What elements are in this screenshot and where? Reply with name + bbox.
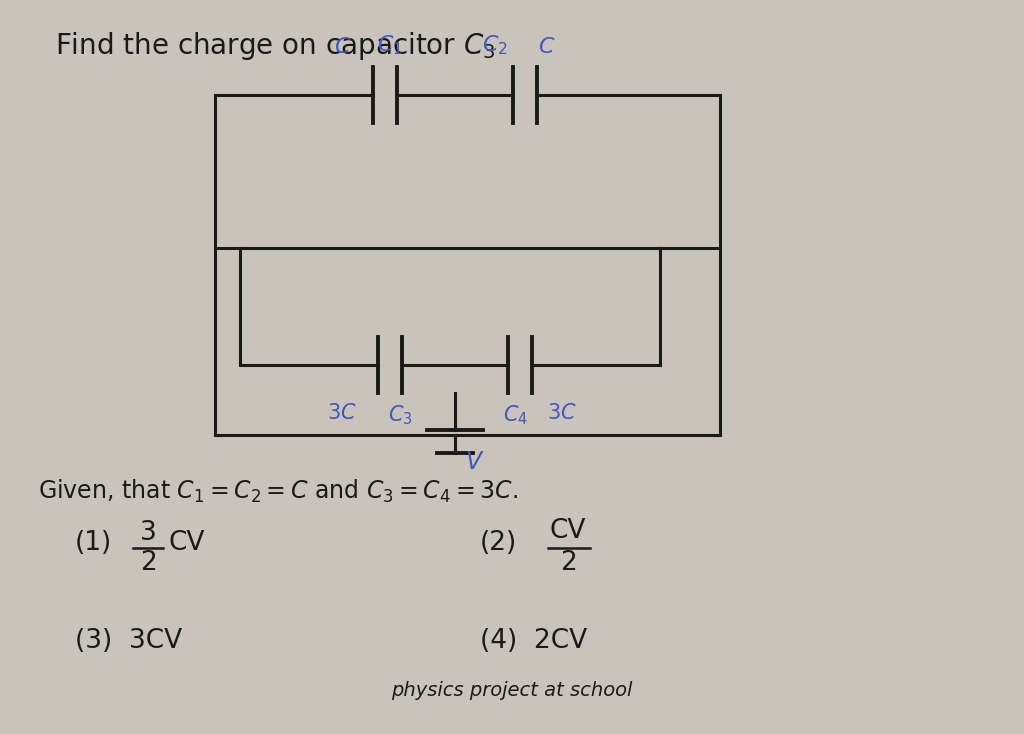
Text: physics project at school: physics project at school: [391, 681, 633, 700]
Text: (4)  2CV: (4) 2CV: [480, 628, 587, 654]
Text: CV: CV: [168, 530, 205, 556]
Text: (3)  3CV: (3) 3CV: [75, 628, 182, 654]
Text: 2: 2: [139, 550, 157, 576]
Text: $C_1$: $C_1$: [377, 34, 403, 57]
Text: $C$: $C$: [334, 37, 351, 57]
Text: $C_3$: $C_3$: [388, 403, 413, 426]
Text: $3C$: $3C$: [327, 403, 357, 423]
Text: $3C$: $3C$: [547, 403, 577, 423]
Text: $C_4$: $C_4$: [503, 403, 527, 426]
Text: 2: 2: [560, 550, 577, 576]
Text: $C$: $C$: [539, 37, 556, 57]
Text: (1): (1): [75, 530, 113, 556]
Text: $C_2$: $C_2$: [482, 34, 508, 57]
Text: $V$: $V$: [465, 450, 484, 474]
Text: Given, that $C_1 = C_2 = C$ and $C_3 = C_4 = 3C.$: Given, that $C_1 = C_2 = C$ and $C_3 = C…: [38, 478, 518, 505]
Text: (2): (2): [480, 530, 517, 556]
Text: CV: CV: [550, 518, 586, 544]
Text: Find the charge on capacitor $C_3$: Find the charge on capacitor $C_3$: [55, 30, 496, 62]
Text: 3: 3: [139, 520, 157, 546]
